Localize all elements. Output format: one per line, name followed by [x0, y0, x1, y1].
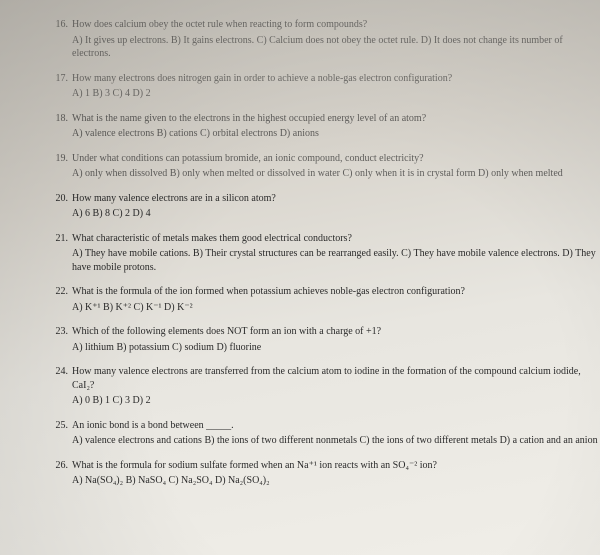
question-19: 19. Under what conditions can potassium b… [50, 152, 600, 181]
question-text: What characteristic of metals makes them… [72, 232, 600, 246]
question-21: 21. What characteristic of metals makes t… [50, 232, 600, 275]
question-16: 16. How does calcium obey the octet rule … [50, 18, 600, 61]
question-choices: A) They have mobile cations. B) Their cr… [72, 247, 600, 274]
question-number: 17. [50, 72, 68, 86]
question-text: How many electrons does nitrogen gain in… [72, 72, 600, 86]
question-text: How many valence electrons are transferr… [72, 365, 600, 392]
question-choices: A) 1 B) 3 C) 4 D) 2 [72, 87, 600, 101]
question-number: 25. [50, 419, 68, 433]
question-text: Which of the following elements does NOT… [72, 325, 600, 339]
question-text: An ionic bond is a bond between _____. [72, 419, 600, 433]
question-24: 24. How many valence electrons are transf… [50, 365, 600, 408]
question-text: What is the formula of the ion formed wh… [72, 285, 600, 299]
question-choices: A) Na(SO₄)₂ B) NaSO₄ C) Na₂SO₄ D) Na₂(SO… [72, 474, 600, 488]
question-number: 16. [50, 18, 68, 32]
question-choices: A) lithium B) potassium C) sodium D) flu… [72, 341, 600, 355]
question-choices: A) K⁺¹ B) K⁺² C) K⁻¹ D) K⁻² [72, 301, 600, 315]
question-number: 20. [50, 192, 68, 206]
question-25: 25. An ionic bond is a bond between _____… [50, 419, 600, 448]
question-20: 20. How many valence electrons are in a s… [50, 192, 600, 221]
question-23: 23. Which of the following elements does … [50, 325, 600, 354]
question-text: Under what conditions can potassium brom… [72, 152, 600, 166]
question-text: What is the formula for sodium sulfate f… [72, 459, 600, 473]
question-text: What is the name given to the electrons … [72, 112, 600, 126]
question-choices: A) 0 B) 1 C) 3 D) 2 [72, 394, 600, 408]
question-choices: A) only when dissolved B) only when melt… [72, 167, 600, 181]
question-text: How many valence electrons are in a sili… [72, 192, 600, 206]
exam-page: 16. How does calcium obey the octet rule … [0, 0, 600, 488]
question-choices: A) valence electrons and cations B) the … [72, 434, 600, 448]
question-choices: A) 6 B) 8 C) 2 D) 4 [72, 207, 600, 221]
question-choices: A) valence electrons B) cations C) orbit… [72, 127, 600, 141]
question-number: 23. [50, 325, 68, 339]
question-number: 21. [50, 232, 68, 246]
question-26: 26. What is the formula for sodium sulfat… [50, 459, 600, 488]
question-22: 22. What is the formula of the ion formed… [50, 285, 600, 314]
question-choices: A) It gives up electrons. B) It gains el… [72, 34, 600, 61]
question-number: 24. [50, 365, 68, 379]
question-number: 18. [50, 112, 68, 126]
question-number: 22. [50, 285, 68, 299]
question-18: 18. What is the name given to the electro… [50, 112, 600, 141]
question-text: How does calcium obey the octet rule whe… [72, 18, 600, 32]
question-number: 26. [50, 459, 68, 473]
question-number: 19. [50, 152, 68, 166]
question-17: 17. How many electrons does nitrogen gain… [50, 72, 600, 101]
